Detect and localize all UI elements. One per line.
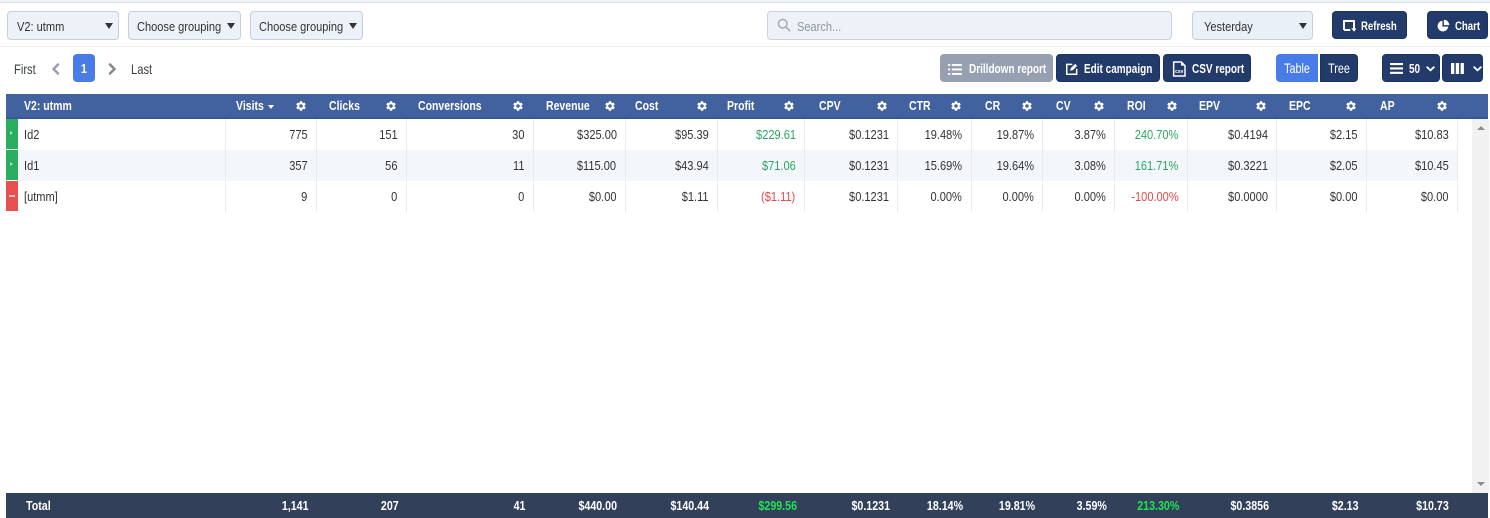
- svg-text:csv: csv: [1175, 69, 1184, 75]
